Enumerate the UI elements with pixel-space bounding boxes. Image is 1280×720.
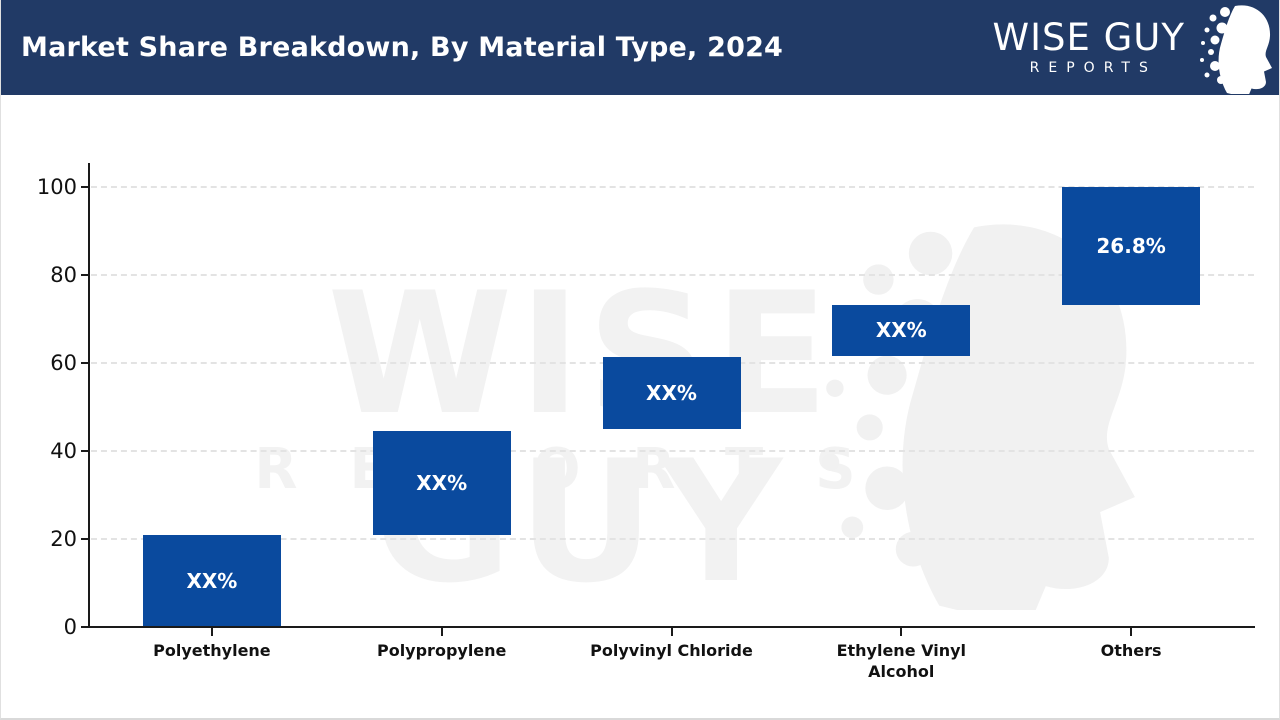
y-axis-tick-mark (81, 362, 89, 364)
bar-polyvinyl-chloride: XX% (602, 357, 741, 429)
bar-polyethylene: XX% (142, 534, 281, 627)
y-axis-tick-mark (81, 538, 89, 540)
y-axis-tick-mark (81, 186, 89, 188)
bar-value-label: XX% (416, 470, 468, 495)
gridline-40 (91, 450, 1254, 452)
gridline-80 (91, 274, 1254, 276)
x-axis-category-label: Polypropylene (376, 641, 507, 660)
y-axis-tick-label: 0 (63, 615, 77, 639)
bar-others: 26.8% (1062, 187, 1201, 305)
wise-guy-logo: WISE GUY REPORTS (992, 0, 1279, 95)
bar-ethylene-vinyl-alcohol: XX% (832, 304, 971, 356)
x-axis-category-label: Others (1100, 641, 1162, 660)
logo-face-icon (1200, 4, 1272, 94)
x-axis-tick-mark (1130, 628, 1133, 636)
x-axis-category-label: Ethylene Vinyl Alcohol (836, 641, 966, 681)
x-axis-tick-mark (670, 628, 673, 636)
y-axis-tick-mark (81, 274, 89, 276)
y-axis-tick-mark (81, 450, 89, 452)
y-axis-tick-label: 60 (50, 351, 77, 375)
logo-text: WISE GUY REPORTS (992, 15, 1185, 77)
x-axis-tick-mark (440, 628, 443, 636)
y-axis-tick-label: 40 (50, 439, 77, 463)
bar-value-label: 26.8% (1096, 233, 1166, 258)
logo-subtext: REPORTS (1029, 59, 1157, 76)
x-axis-category-label: Polyvinyl Chloride (590, 641, 753, 660)
bar-value-label: XX% (646, 381, 697, 406)
y-axis-tick-label: 80 (50, 263, 77, 287)
bar-value-label: XX% (875, 318, 927, 343)
x-axis-category-label: Polyethylene (153, 641, 271, 660)
gridline-100 (91, 186, 1254, 188)
bar-value-label: XX% (186, 568, 238, 593)
x-axis-tick-mark (210, 628, 213, 636)
y-axis-tick-label: 20 (50, 527, 77, 551)
y-axis-tick-label: 100 (36, 175, 77, 199)
y-axis-tick-mark (81, 626, 89, 628)
page-title: Market Share Breakdown, By Material Type… (21, 32, 784, 63)
logo-wordmark: WISE GUY (992, 15, 1185, 59)
gridline-20 (91, 538, 1254, 540)
header-band: Market Share Breakdown, By Material Type… (1, 0, 1279, 95)
x-axis-line (88, 626, 1255, 628)
x-axis-tick-mark (900, 628, 903, 636)
bar-polypropylene: XX% (372, 431, 511, 535)
y-axis-line (88, 163, 90, 628)
